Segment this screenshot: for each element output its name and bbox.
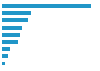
- Bar: [2, 62, 5, 65]
- Bar: [2, 54, 8, 58]
- Bar: [2, 18, 28, 22]
- Bar: [2, 47, 10, 51]
- Bar: [2, 26, 22, 30]
- Bar: [2, 11, 31, 15]
- Bar: [2, 33, 20, 37]
- Bar: [2, 40, 18, 44]
- Bar: [2, 4, 91, 8]
